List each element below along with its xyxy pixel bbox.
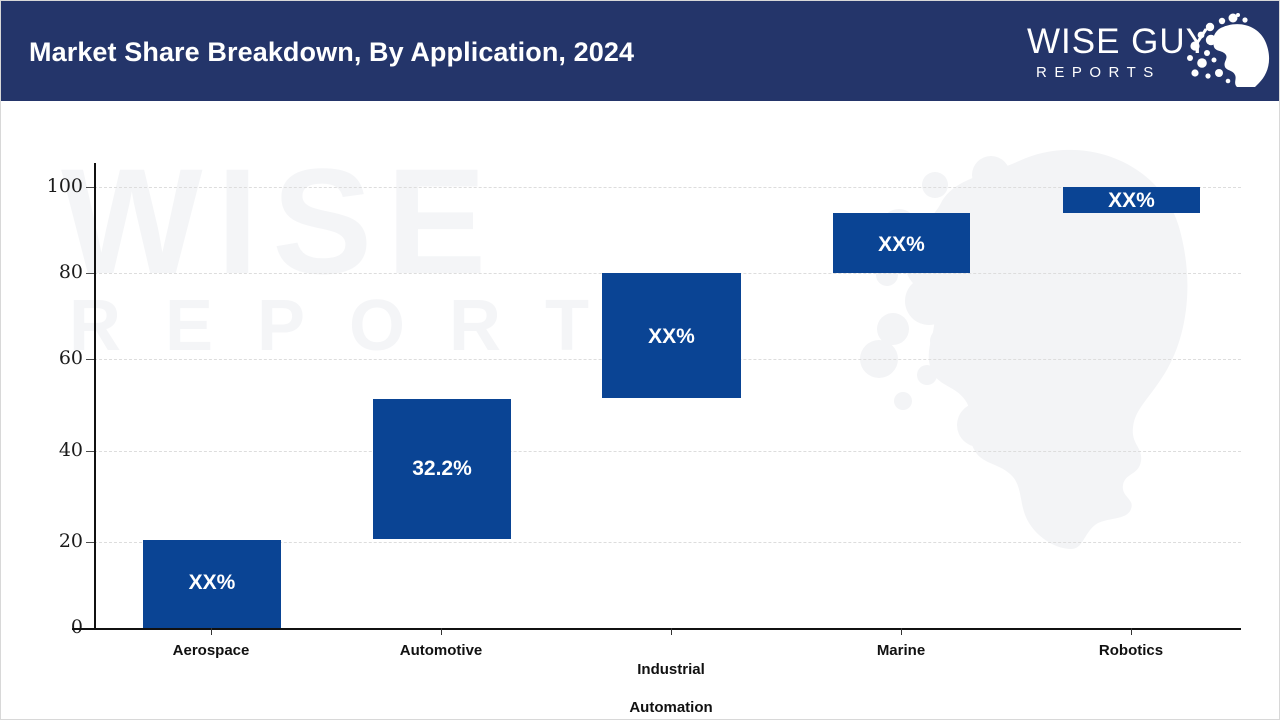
page-title: Market Share Breakdown, By Application, … <box>29 37 635 67</box>
ytick-label-40: 40 <box>58 439 83 461</box>
xtick-mark-automotive <box>441 628 442 635</box>
xtick-label-automotive: Automotive <box>399 642 483 659</box>
header-bar: Market Share Breakdown, By Application, … <box>1 1 1279 101</box>
ytick-mark-60 <box>86 359 94 360</box>
xtick-label-aerospace: Aerospace <box>172 642 250 659</box>
ytick-label-80: 80 <box>58 261 83 283</box>
xtick-mark-aerospace <box>211 628 212 635</box>
ytick-label-100: 100 <box>46 175 83 197</box>
xtick-label-industrial-automation-line1: Industrial <box>637 661 705 678</box>
gridline-40 <box>94 451 1241 452</box>
ytick-mark-100 <box>86 187 94 188</box>
ytick-mark-40 <box>86 451 94 452</box>
xtick-label-marine: Marine <box>876 642 926 659</box>
ytick-mark-80 <box>86 273 94 274</box>
bar-robotics[interactable] <box>1063 187 1200 213</box>
xtick-mark-industrial-automation <box>671 628 672 635</box>
ytick-label-0: 0 <box>70 616 83 638</box>
svg-text:REPORTS: REPORTS <box>1036 64 1161 81</box>
gridline-100 <box>94 187 1241 188</box>
wise-guy-reports-logo: WISE GUY REPORTS <box>1023 13 1273 91</box>
bar-industrial-automation[interactable] <box>602 273 741 398</box>
bar-label-aerospace: XX% <box>188 571 236 594</box>
bar-label-automotive: 32.2% <box>412 457 472 480</box>
xtick-mark-marine <box>901 628 902 635</box>
chart-area: WISE REPORTS <box>1 101 1279 719</box>
svg-text:WISE GUY: WISE GUY <box>1027 22 1210 61</box>
bar-aerospace[interactable] <box>143 540 281 628</box>
gridline-20 <box>94 542 1241 543</box>
xtick-label-industrial-automation-line2: Automation <box>629 699 713 716</box>
xtick-mark-robotics <box>1131 628 1132 635</box>
bar-label-industrial-automation: XX% <box>648 325 695 348</box>
xtick-label-industrial-automation: Industrial Automation <box>591 641 751 717</box>
bar-automotive[interactable] <box>373 399 511 539</box>
plot-area: 100 80 60 40 20 0 XX% 32.2% XX% XX% <box>1 101 1279 719</box>
ytick-label-60: 60 <box>58 347 83 369</box>
bar-label-marine: XX% <box>878 233 925 256</box>
y-axis <box>94 163 96 628</box>
ytick-label-20: 20 <box>58 530 83 552</box>
xtick-label-robotics: Robotics <box>1098 642 1164 659</box>
bar-marine[interactable] <box>833 213 970 273</box>
bar-label-robotics: XX% <box>1108 189 1155 212</box>
x-axis <box>72 628 1241 630</box>
ytick-mark-20 <box>86 542 94 543</box>
